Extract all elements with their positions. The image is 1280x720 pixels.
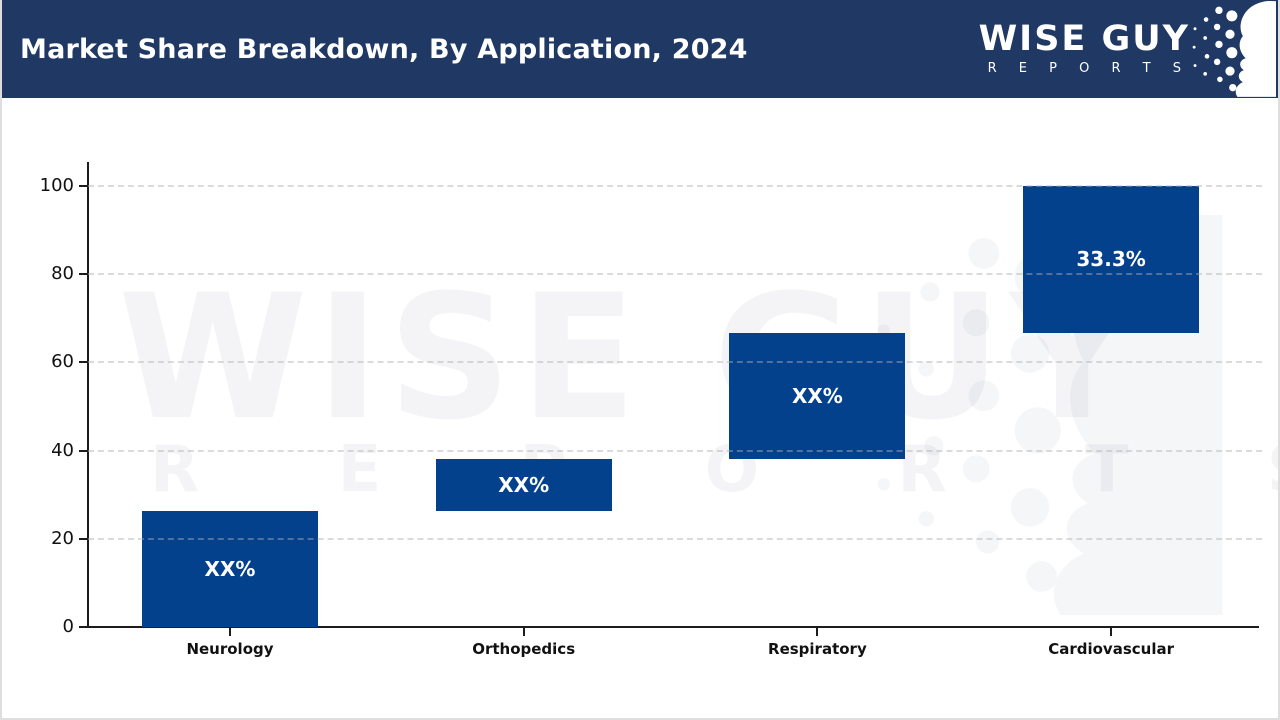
y-tick-label-20: 20 — [51, 527, 74, 549]
y-tick-0 — [79, 626, 88, 628]
y-tick-label-80: 80 — [51, 263, 74, 285]
x-tick-orthopedics — [522, 628, 525, 636]
chart-title: Market Share Breakdown, By Application, … — [20, 33, 748, 65]
y-tick-20 — [79, 537, 88, 540]
y-tick-60 — [79, 361, 88, 364]
x-category-label-orthopedics: Orthopedics — [472, 640, 576, 658]
header-banner: Market Share Breakdown, By Application, … — [0, 0, 1280, 98]
bar-value-label-orthopedics: XX% — [498, 472, 550, 497]
x-category-label-neurology: Neurology — [186, 640, 274, 658]
gridline-100 — [88, 185, 1262, 187]
x-axis-spine — [87, 626, 1259, 628]
logo-text-wiseguy: WISE GUY — [978, 19, 1190, 59]
gridline-40 — [88, 449, 1262, 452]
bar-respiratory: XX% — [729, 332, 906, 460]
y-axis-spine — [87, 162, 89, 628]
y-tick-label-40: 40 — [51, 439, 74, 461]
bar-value-label-cardiovascular: 33.3% — [1076, 247, 1146, 272]
gridline-60 — [88, 361, 1262, 364]
gridline-80 — [88, 273, 1262, 276]
y-tick-label-0: 0 — [62, 616, 74, 637]
bar-value-label-neurology: XX% — [204, 556, 256, 581]
y-tick-100 — [79, 185, 88, 187]
bar-neurology: XX% — [142, 510, 318, 627]
bar-value-label-respiratory: XX% — [791, 384, 843, 409]
x-category-label-respiratory: Respiratory — [768, 640, 867, 658]
gridline-20 — [88, 537, 1262, 540]
y-tick-label-60: 60 — [51, 351, 74, 373]
y-tick-40 — [79, 449, 88, 452]
x-tick-respiratory — [816, 628, 819, 636]
x-tick-cardiovascular — [1110, 628, 1113, 636]
x-tick-neurology — [229, 628, 231, 636]
wiseguy-logo: WISE GUY R E P O R T S — [979, 1, 1280, 97]
y-tick-label-100: 100 — [39, 175, 74, 196]
y-tick-80 — [79, 273, 88, 276]
bar-cardiovascular: 33.3% — [1023, 186, 1200, 333]
logo-text-reports: R E P O R T S — [987, 61, 1190, 76]
wiseguy-head-dots-icon — [1192, 1, 1276, 97]
x-category-label-cardiovascular: Cardiovascular — [1048, 640, 1174, 658]
bar-orthopedics: XX% — [435, 459, 612, 511]
